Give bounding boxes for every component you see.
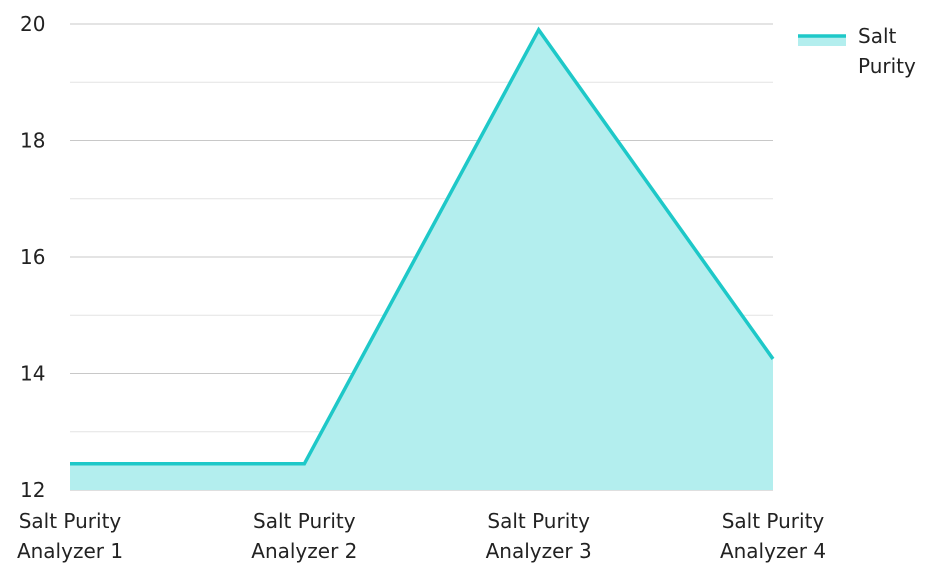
y-tick-label: 14 (20, 362, 45, 386)
x-tick-label: Salt Purity Analyzer 1 (17, 509, 123, 563)
legend-swatch-fill (798, 36, 846, 46)
x-tick-label-line: Analyzer 2 (251, 539, 357, 563)
y-tick-label: 12 (20, 478, 45, 502)
area-series (70, 26, 775, 490)
x-tick-label-line: Analyzer 4 (720, 539, 826, 563)
legend-label: Salt Purity (858, 24, 916, 78)
series-line (70, 26, 775, 466)
x-tick-label-line: Salt Purity (487, 509, 590, 533)
legend: Salt Purity (798, 24, 916, 78)
x-tick-label-line: Analyzer 3 (486, 539, 592, 563)
x-axis-ticks: Salt Purity Analyzer 1 Salt Purity Analyzer… (17, 509, 826, 563)
x-tick-label-line: Salt Purity (722, 509, 825, 533)
series-area-fill (70, 29, 773, 490)
y-tick-label: 20 (20, 12, 45, 36)
x-tick-label-line: Analyzer 1 (17, 539, 123, 563)
legend-label-line: Salt (858, 24, 897, 48)
legend-label-line: Purity (858, 54, 916, 78)
x-tick-label: Salt Purity Analyzer 3 (486, 509, 592, 563)
x-tick-label-line: Salt Purity (19, 509, 122, 533)
x-tick-label: Salt Purity Analyzer 2 (251, 509, 357, 563)
x-tick-label-line: Salt Purity (253, 509, 356, 533)
y-tick-label: 18 (20, 129, 45, 153)
y-axis-ticks: 12 14 16 18 20 (20, 12, 45, 502)
x-tick-label: Salt Purity Analyzer 4 (720, 509, 826, 563)
y-tick-label: 16 (20, 245, 45, 269)
